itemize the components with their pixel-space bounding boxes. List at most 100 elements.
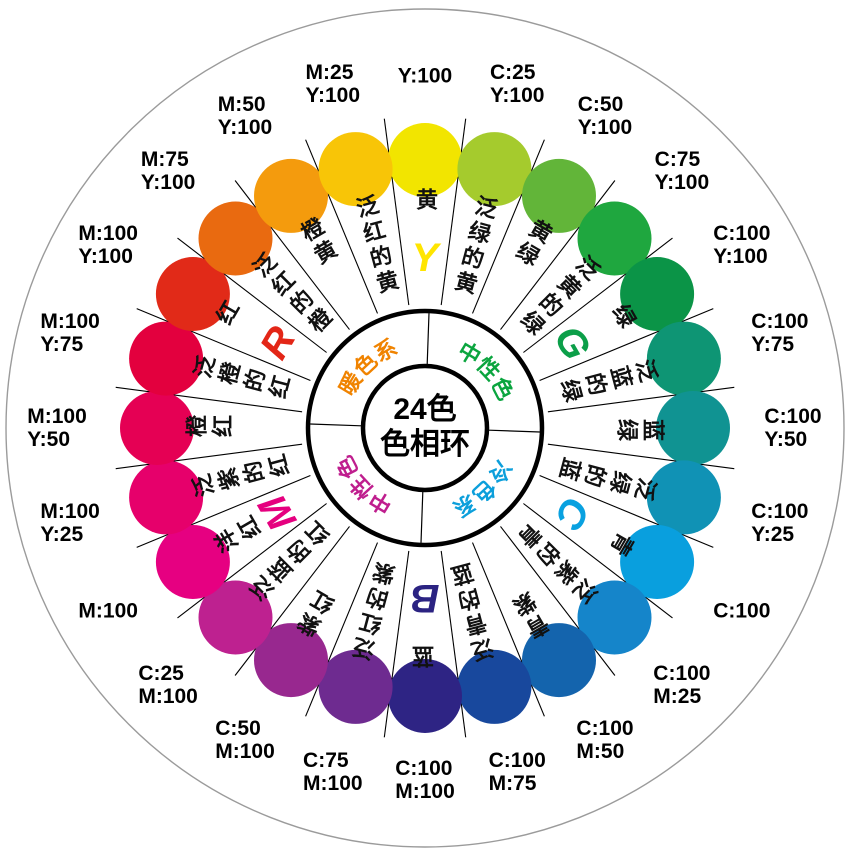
cmy-value-label: C:100 Y:50 — [764, 405, 821, 451]
cmy-value-line: Y:100 — [78, 245, 133, 269]
sector-divider-line — [539, 308, 714, 382]
cmy-value-line: C:100 — [713, 599, 771, 623]
hue-name-label: 黄绿 — [508, 214, 557, 272]
cmy-value-label: C:100 M:100 — [395, 757, 455, 803]
cmy-value-line: M:100 — [78, 222, 138, 246]
cmy-value-line: M:100 — [40, 309, 100, 333]
inner-ring-circle — [305, 308, 545, 548]
cmy-value-line: M:75 — [488, 772, 537, 795]
cmy-value-label: Y:100 — [398, 65, 452, 88]
color-dot — [620, 525, 695, 599]
cmy-value-line: M:75 — [140, 148, 189, 172]
cmy-value-line: M:100 — [303, 772, 363, 795]
cmy-value-label: C:100 Y:25 — [751, 500, 808, 546]
hue-name-label: 红 — [211, 296, 247, 332]
sector-divider-line — [471, 542, 545, 717]
sector-divider-line — [234, 180, 350, 330]
color-dot — [129, 321, 204, 396]
hue-name-label: 黄 — [413, 188, 438, 214]
zone-divider-line — [426, 313, 430, 365]
sector-divider-line — [440, 118, 467, 306]
cmy-value-line: C:75 — [303, 749, 349, 772]
hue-name-label: 泛红的紫 — [350, 556, 402, 663]
cmy-value-line: C:100 — [764, 405, 822, 428]
cmy-value-line: M:100 — [40, 500, 100, 524]
color-dot — [522, 158, 596, 233]
cmy-value-line: Y:100 — [654, 171, 710, 195]
cmy-value-label: M:100 — [78, 599, 138, 622]
color-dot — [120, 391, 194, 465]
cmy-value-line: M:50 — [576, 739, 625, 763]
zone-divider-lines — [310, 313, 540, 543]
cmy-value-line: Y:100 — [397, 64, 453, 88]
color-dot — [129, 460, 204, 535]
cmy-value-label: C:100 — [713, 599, 770, 622]
cmy-value-line: Y:100 — [305, 84, 361, 107]
hue-letter-Y: Y — [411, 236, 439, 280]
sector-divider-line — [547, 443, 735, 470]
color-dot — [388, 123, 462, 197]
center-title-line2: 色相环 — [380, 428, 470, 461]
cmy-value-label: M:50 Y:100 — [218, 93, 272, 139]
cmy-value-label: M:100 Y:25 — [40, 500, 100, 546]
cmy-value-label: C:100 M:75 — [489, 749, 546, 795]
sector-divider-line — [440, 550, 467, 738]
cmy-value-label: C:100 Y:75 — [751, 310, 808, 356]
sector-divider-line — [305, 542, 379, 717]
sector-divider-line — [115, 386, 303, 413]
cmy-value-line: C:100 — [576, 716, 634, 740]
color-dot — [577, 201, 652, 276]
cmy-value-label: M:25 Y:100 — [306, 61, 360, 107]
color-dot — [155, 525, 230, 599]
sector-divider-line — [523, 237, 673, 353]
cmy-value-line: C:100 — [653, 661, 711, 685]
zone-divider-line — [488, 429, 540, 433]
cmy-value-line: M:25 — [305, 61, 354, 84]
color-dot — [457, 132, 532, 207]
hue-letter-G: G — [545, 318, 600, 368]
cmy-value-line: C:100 — [395, 757, 453, 780]
hue-name-label: 紫红 — [293, 584, 342, 642]
cmy-value-label: C:75 Y:100 — [655, 148, 709, 194]
sector-divider-line — [383, 118, 410, 306]
color-dot — [646, 460, 721, 535]
cmy-value-label: C:100 M:50 — [576, 717, 633, 763]
color-dots — [120, 123, 730, 733]
sector-divider-line — [136, 474, 311, 548]
center-circle — [360, 363, 490, 493]
hue-letter-R: R — [251, 319, 305, 367]
hue-name-label: 蓝 — [412, 642, 437, 668]
cmy-value-line: M:100 — [215, 739, 275, 763]
cmy-value-line: C:25 — [138, 661, 184, 685]
hue-name-label: 橙红 — [185, 415, 237, 440]
sector-divider-line — [523, 503, 673, 619]
color-dot — [318, 649, 393, 724]
color-dot — [656, 391, 730, 465]
sector-divider-line — [500, 180, 616, 330]
zone-divider-line — [420, 491, 424, 543]
color-dot — [198, 580, 273, 655]
color-dot — [646, 321, 721, 396]
cmy-value-line: Y:100 — [577, 116, 633, 140]
hue-name-label: 青 — [603, 524, 639, 560]
cmy-value-line: C:50 — [215, 716, 261, 740]
cmy-value-line: M:50 — [217, 93, 266, 117]
cmy-value-line: Y:100 — [140, 171, 196, 195]
hue-name-label: 泛绿的黄 — [448, 193, 500, 300]
hue-name-label: 泛青的蓝 — [447, 556, 499, 664]
sector-divider-line — [539, 474, 714, 548]
sector-divider-line — [305, 139, 379, 314]
hue-name-label: 泛红的黄 — [351, 192, 403, 300]
cmy-value-line: C:100 — [488, 749, 546, 772]
cmy-value-line: Y:25 — [751, 523, 795, 547]
cmy-value-line: C:25 — [489, 61, 536, 84]
sector-divider-line — [471, 139, 545, 314]
cmy-value-line: C:75 — [654, 148, 701, 172]
cmy-value-line: M:100 — [27, 405, 87, 428]
cmy-value-label: M:100 Y:50 — [27, 405, 87, 451]
cmy-value-label: M:75 Y:100 — [141, 148, 195, 194]
cmy-value-line: M:100 — [395, 780, 455, 803]
cmy-value-line: Y:100 — [713, 245, 768, 269]
cmy-value-line: Y:100 — [489, 84, 545, 107]
